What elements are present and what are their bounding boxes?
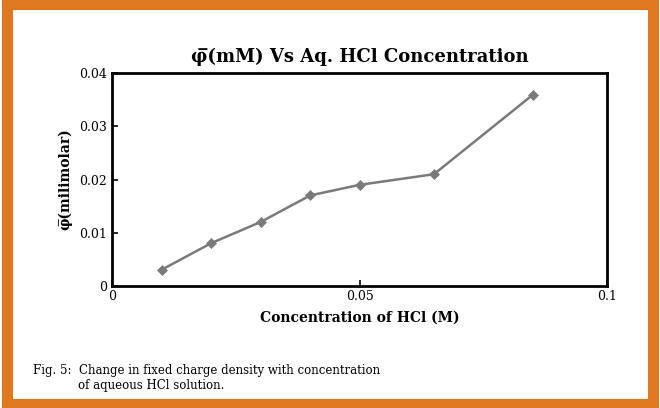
Title: φ̅(mM) Vs Aq. HCl Concentration: φ̅(mM) Vs Aq. HCl Concentration [191,48,529,67]
X-axis label: Concentration of HCl (M): Concentration of HCl (M) [260,310,459,324]
Y-axis label: φ̅(milimolar): φ̅(milimolar) [58,129,73,231]
Text: Fig. 5:  Change in fixed charge density with concentration
            of aqueou: Fig. 5: Change in fixed charge density w… [33,364,380,392]
